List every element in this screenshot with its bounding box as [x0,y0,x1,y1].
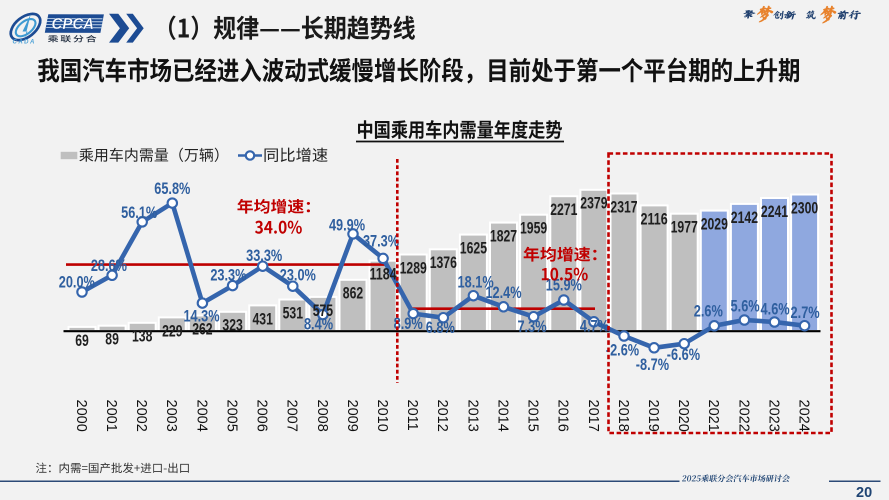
svg-text:CPCA: CPCA [52,16,95,33]
svg-text:1289: 1289 [400,259,427,277]
svg-text:6.8%: 6.8% [426,318,455,337]
svg-text:2000: 2000 [73,400,89,432]
svg-text:56.1%: 56.1% [121,203,157,222]
svg-text:323: 323 [222,317,242,335]
svg-text:20: 20 [856,485,872,500]
svg-text:2142: 2142 [731,209,758,227]
svg-text:2016: 2016 [555,400,571,432]
svg-text:69: 69 [75,332,89,350]
svg-text:8.4%: 8.4% [304,314,333,333]
svg-text:2009: 2009 [344,400,360,432]
svg-text:2011: 2011 [404,400,420,431]
svg-text:-8.7%: -8.7% [636,355,669,374]
svg-text:-2.6%: -2.6% [606,341,639,360]
svg-text:49.9%: 49.9% [329,216,365,235]
svg-text:2010: 2010 [374,400,390,432]
svg-text:2019: 2019 [645,400,661,432]
svg-text:89: 89 [105,331,119,349]
svg-text:23.3%: 23.3% [210,266,246,285]
svg-text:2002: 2002 [133,400,149,432]
svg-text:2008: 2008 [314,400,330,432]
svg-text:2021: 2021 [705,400,721,432]
svg-text:431: 431 [253,310,273,328]
svg-text:-6.6%: -6.6% [667,345,700,364]
svg-text:8.9%: 8.9% [394,314,423,333]
svg-text:5.6%: 5.6% [731,297,760,316]
svg-text:2013: 2013 [464,400,480,432]
svg-text:CADA: CADA [13,40,36,46]
svg-text:2029: 2029 [701,216,728,234]
svg-text:2018: 2018 [615,400,631,432]
svg-text:2317: 2317 [610,198,637,216]
svg-text:2007: 2007 [284,400,300,432]
svg-text:2241: 2241 [761,203,788,221]
svg-text:2012: 2012 [434,400,450,432]
svg-text:28.6%: 28.6% [91,256,127,275]
svg-text:65.8%: 65.8% [154,179,190,198]
svg-text:575: 575 [313,302,333,320]
svg-text:1977: 1977 [671,219,698,237]
svg-text:2024: 2024 [796,400,812,432]
svg-text:2001: 2001 [103,400,119,432]
svg-text:1625: 1625 [460,240,487,258]
svg-text:1376: 1376 [430,254,457,272]
svg-text:20.0%: 20.0% [59,273,95,292]
svg-text:531: 531 [283,304,303,322]
svg-text:7.3%: 7.3% [517,317,546,336]
svg-text:2023: 2023 [765,400,781,432]
svg-text:2300: 2300 [791,199,818,217]
svg-text:2271: 2271 [550,201,577,219]
svg-text:2.7%: 2.7% [791,303,820,322]
svg-text:2003: 2003 [163,400,179,432]
svg-text:37.3%: 37.3% [363,232,399,251]
svg-text:2116: 2116 [641,210,668,228]
svg-text:2017: 2017 [585,400,601,432]
svg-text:2379: 2379 [580,195,607,213]
svg-text:14.3%: 14.3% [183,307,219,326]
svg-text:2004: 2004 [193,400,209,432]
svg-text:2020: 2020 [675,400,691,432]
svg-text:23.0%: 23.0% [280,265,316,284]
svg-text:229: 229 [162,322,182,340]
svg-text:2005: 2005 [224,400,240,432]
svg-text:2014: 2014 [494,400,510,432]
svg-text:4.7%: 4.7% [580,317,609,336]
svg-text:33.3%: 33.3% [246,246,282,265]
svg-text:2006: 2006 [254,400,270,432]
svg-text:1827: 1827 [490,228,517,246]
svg-text:12.4%: 12.4% [485,283,521,302]
svg-text:2022: 2022 [735,400,751,432]
svg-text:862: 862 [343,285,363,303]
svg-text:138: 138 [132,328,152,346]
svg-text:1959: 1959 [520,220,547,238]
svg-text:2015: 2015 [525,400,541,432]
svg-text:262: 262 [192,320,212,338]
svg-text:18.1%: 18.1% [458,273,494,292]
svg-text:2.6%: 2.6% [694,302,723,321]
svg-text:1184: 1184 [370,266,398,284]
svg-text:4.6%: 4.6% [761,299,790,318]
